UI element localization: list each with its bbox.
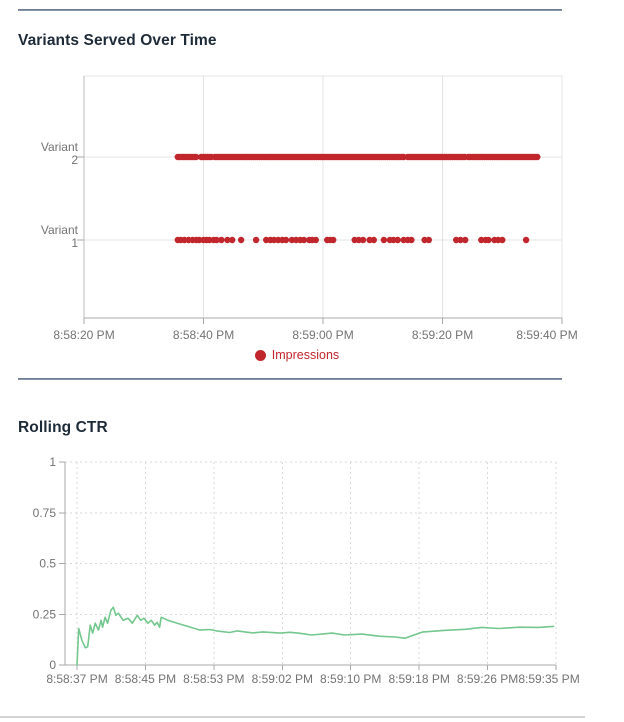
svg-text:0: 0 (49, 658, 56, 672)
rolling-ctr-line-chart[interactable]: 0 0.25 0.5 0.75 1 8:58:37 PM 8:58:45 PM 8:58:53… (0, 450, 624, 700)
svg-text:8:59:26 PM: 8:59:26 PM (457, 672, 518, 686)
svg-text:8:58:53 PM: 8:58:53 PM (183, 672, 244, 686)
top-section-divider (18, 9, 562, 11)
svg-text:1: 1 (49, 455, 56, 469)
variants-chart-title: Variants Served Over Time (18, 32, 217, 49)
svg-text:8:58:37 PM: 8:58:37 PM (46, 672, 107, 686)
svg-text:8:59:00 PM: 8:59:00 PM (292, 328, 353, 342)
impressions-legend[interactable]: Impressions (0, 347, 594, 363)
svg-text:0.25: 0.25 (33, 607, 57, 621)
svg-text:8:59:10 PM: 8:59:10 PM (320, 672, 381, 686)
impressions-legend-dot-icon (254, 349, 266, 361)
mid-section-divider (18, 378, 562, 380)
svg-text:8:58:45 PM: 8:58:45 PM (115, 672, 176, 686)
svg-text:8:59:18 PM: 8:59:18 PM (388, 672, 449, 686)
variants-served-scatter-chart[interactable]: 8:58:20 PM 8:58:40 PM 8:59:00 PM 8:59:20 PM… (0, 60, 624, 345)
svg-text:0.5: 0.5 (39, 557, 56, 571)
svg-text:8:59:35 PM: 8:59:35 PM (518, 672, 579, 686)
impressions-legend-label: Impressions (271, 348, 340, 362)
svg-text:8:58:40 PM: 8:58:40 PM (173, 328, 234, 342)
svg-text:8:59:20 PM: 8:59:20 PM (412, 328, 473, 342)
svg-text:8:58:20 PM: 8:58:20 PM (53, 328, 114, 342)
svg-text:8:59:02 PM: 8:59:02 PM (252, 672, 313, 686)
bottom-divider (0, 716, 585, 718)
ctr-chart-title: Rolling CTR (18, 419, 108, 436)
svg-text:0.75: 0.75 (33, 506, 57, 520)
svg-text:8:59:40 PM: 8:59:40 PM (516, 328, 577, 342)
